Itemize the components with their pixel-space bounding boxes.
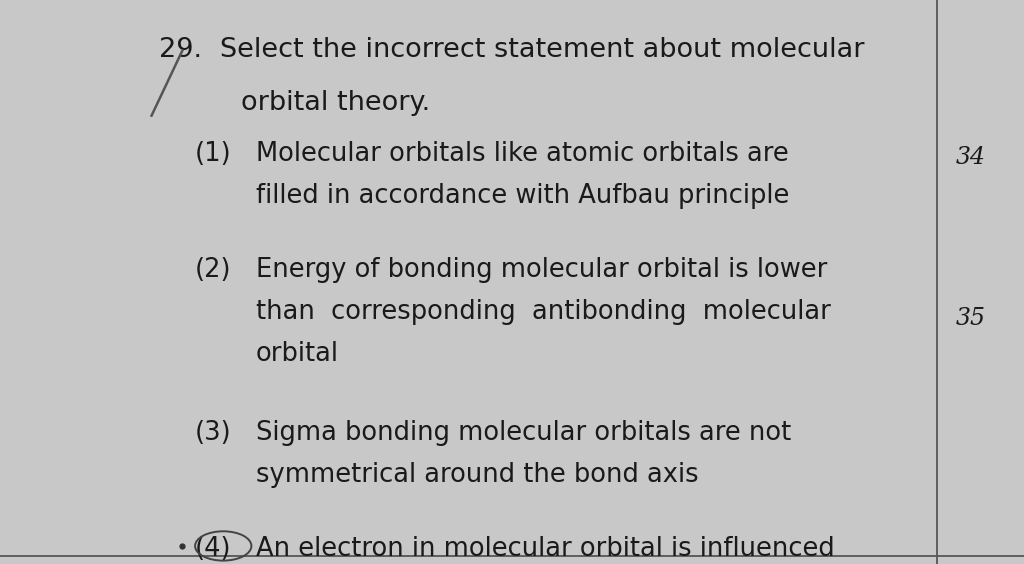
Text: than  corresponding  antibonding  molecular: than corresponding antibonding molecular: [256, 299, 830, 325]
Text: filled in accordance with Aufbau principle: filled in accordance with Aufbau princip…: [256, 183, 790, 209]
Text: 34: 34: [955, 147, 985, 169]
Text: Molecular orbitals like atomic orbitals are: Molecular orbitals like atomic orbitals …: [256, 141, 788, 167]
Text: (4): (4): [195, 536, 231, 562]
Text: (3): (3): [195, 420, 231, 446]
Text: Energy of bonding molecular orbital is lower: Energy of bonding molecular orbital is l…: [256, 257, 827, 283]
Text: Sigma bonding molecular orbitals are not: Sigma bonding molecular orbitals are not: [256, 420, 792, 446]
Text: symmetrical around the bond axis: symmetrical around the bond axis: [256, 462, 698, 488]
Text: (1): (1): [195, 141, 231, 167]
Text: 35: 35: [955, 307, 985, 330]
Text: (2): (2): [195, 257, 231, 283]
Text: orbital: orbital: [256, 341, 339, 367]
Text: Select the incorrect statement about molecular: Select the incorrect statement about mol…: [220, 37, 864, 63]
Text: orbital theory.: orbital theory.: [241, 90, 430, 116]
Text: An electron in molecular orbital is influenced: An electron in molecular orbital is infl…: [256, 536, 835, 562]
Text: 29.: 29.: [159, 37, 202, 63]
